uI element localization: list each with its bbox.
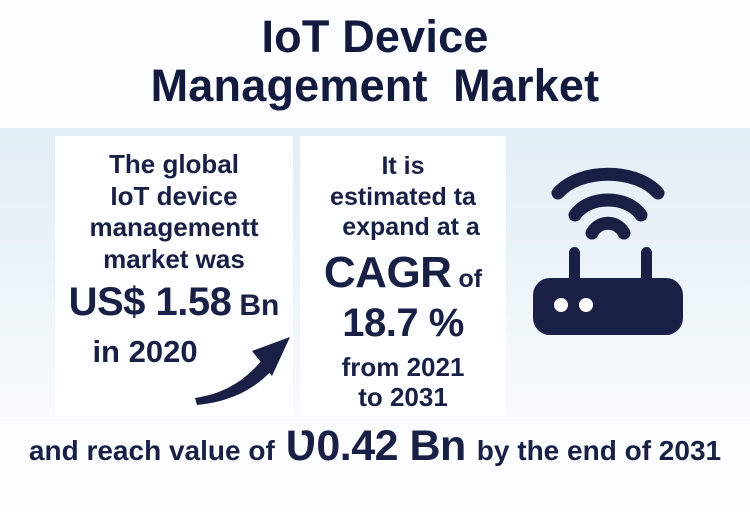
title-line-1: IoT Device — [261, 11, 489, 62]
cagr-label-row: CAGR of — [300, 248, 506, 298]
market-value-year: in 2020 — [92, 334, 198, 369]
cagr-card: It is estimated ta expand at a CAGR of 18… — [300, 136, 506, 416]
market-value: US$ 1.58 Bn — [55, 280, 293, 325]
footer-statement: and reach value of Ʋ0.42 Bn by the end o… — [0, 412, 750, 471]
market-size-card: The global IoT device managementt market… — [55, 136, 293, 416]
market-value-number: US$ 1.58 — [68, 280, 232, 324]
cagr-value: 18.7 % — [342, 300, 464, 345]
footer-prefix: and reach value of — [28, 435, 275, 466]
cagr-line: expand at a — [342, 213, 480, 241]
market-size-text: The global IoT device managementt market… — [55, 136, 293, 275]
cagr-of: of — [458, 264, 483, 293]
market-size-line: market was — [103, 243, 245, 274]
title-line-2: Management Market — [150, 60, 600, 111]
cagr-text: It is estimated ta expand at a — [300, 136, 506, 243]
footer-suffix: by the end of 2031 — [476, 435, 722, 466]
cagr-line: It is — [381, 152, 425, 180]
cagr-period-to: to 2031 — [358, 381, 448, 412]
cagr-period-from: from 2021 — [341, 351, 465, 382]
market-value-unit: Bn — [239, 289, 280, 322]
market-size-line: managementt — [89, 212, 259, 242]
cagr-period: from 2021 to 2031 — [300, 352, 506, 412]
market-size-line: IoT device — [110, 180, 238, 211]
footer-value: Ʋ0.42 Bn — [285, 422, 467, 470]
cagr-line: estimated ta — [330, 182, 476, 211]
cagr-label: CAGR — [323, 247, 452, 297]
market-size-line: The global — [109, 149, 239, 179]
wifi-router-icon — [528, 164, 700, 344]
growth-arrow-icon — [193, 334, 293, 408]
page-title: IoT Device Management Market — [0, 12, 750, 110]
